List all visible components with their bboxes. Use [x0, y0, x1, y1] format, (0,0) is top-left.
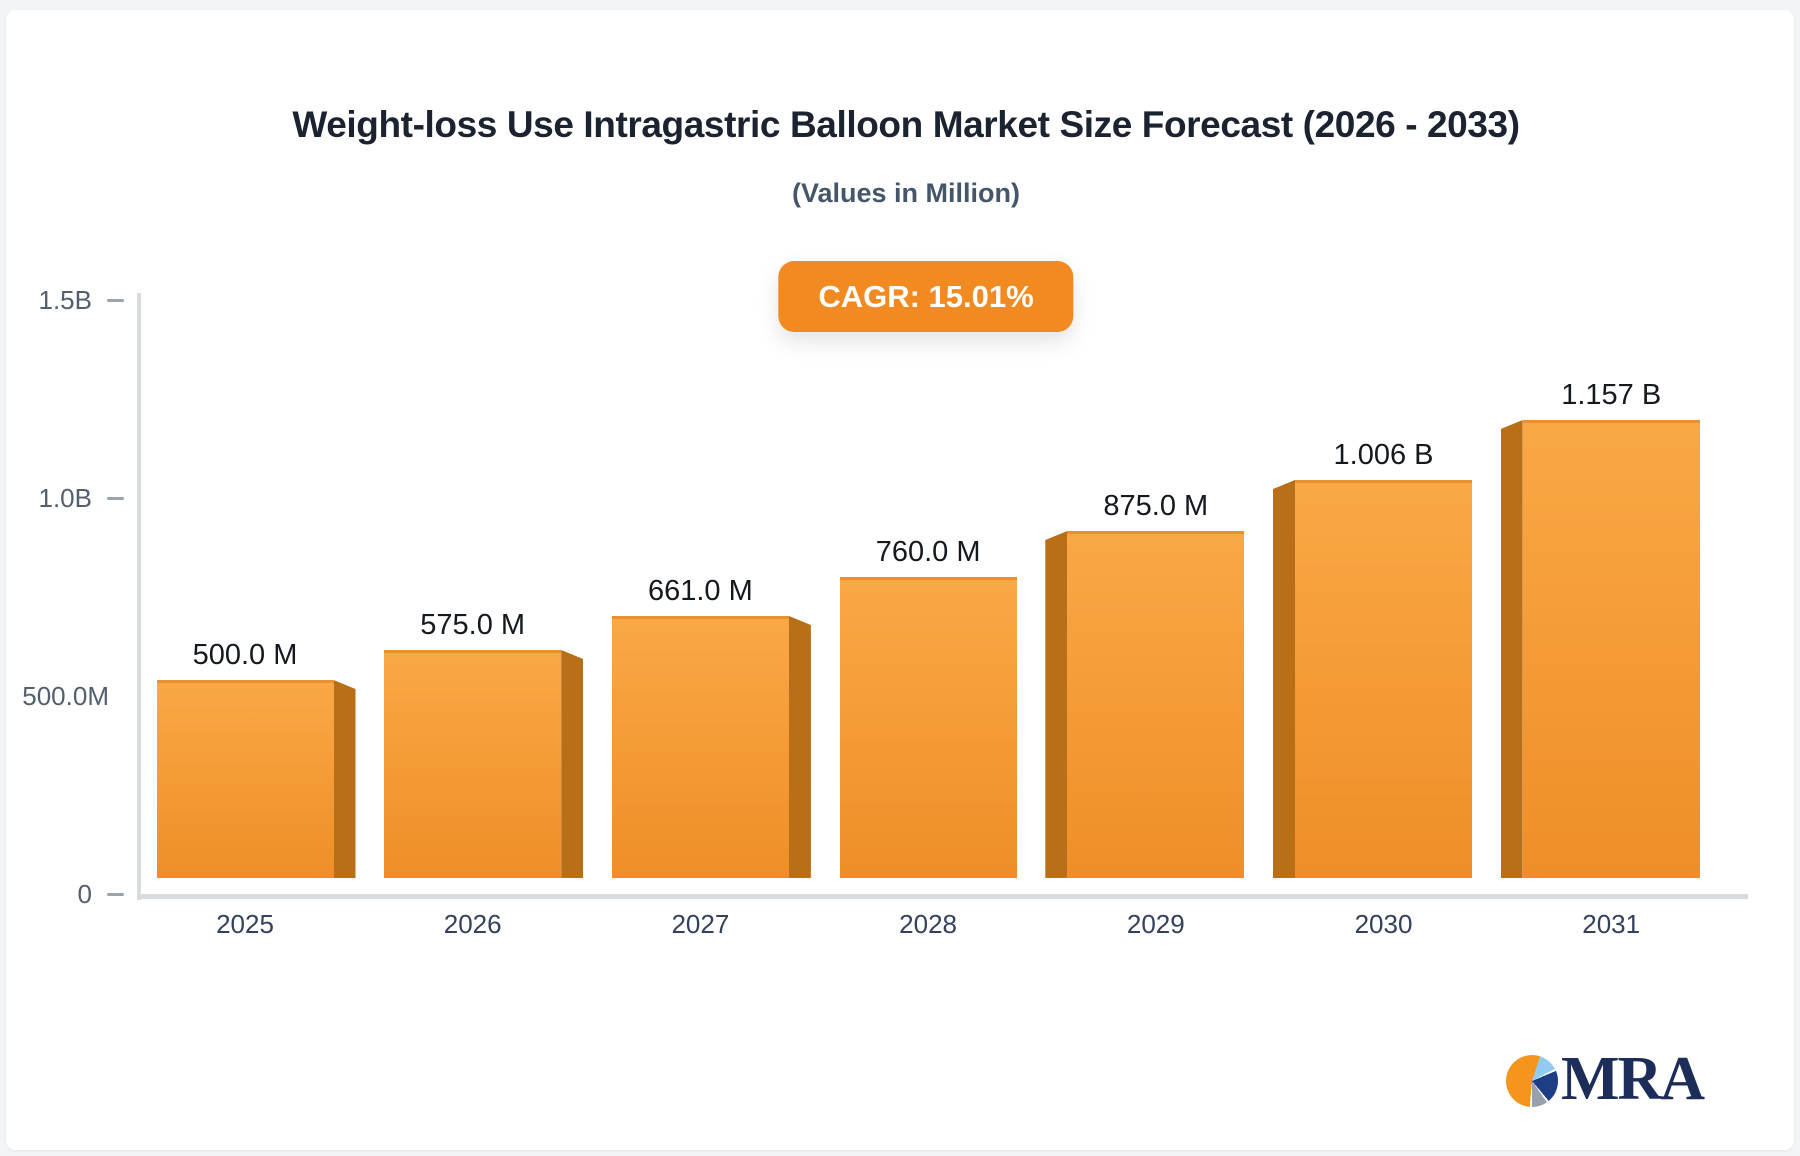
chart-card: Weight-loss Use Intragastric Balloon Mar…: [6, 10, 1794, 1150]
x-axis-label: 2025: [216, 909, 274, 939]
y-axis-tick: [107, 298, 124, 302]
bar-face: 1.157 B: [1522, 379, 1700, 878]
bar: 1.006 B: [1273, 439, 1472, 878]
x-axis-label: 2028: [899, 909, 958, 939]
bar-face: 1.006 B: [1295, 439, 1472, 878]
bar-value-label: 1.157 B: [1561, 379, 1662, 411]
bar-side-3d: [561, 650, 584, 878]
y-axis-label: 500.0M: [22, 680, 109, 711]
bar-side-3d: [333, 680, 356, 878]
x-axis-label: 2027: [671, 909, 730, 939]
bar-face: 500.0 M: [156, 639, 334, 878]
bar-value-label: 875.0 M: [1103, 490, 1209, 522]
x-axis-line: [137, 894, 1748, 899]
bar-value-label: 575.0 M: [420, 609, 526, 641]
y-axis-label: 0: [77, 878, 92, 909]
pie-chart-logo-icon: [1506, 1055, 1558, 1107]
y-axis-tick: [107, 496, 124, 500]
bar-face: 575.0 M: [384, 609, 562, 878]
bar-face: 661.0 M: [611, 575, 789, 878]
bar: 661.0 M: [611, 575, 811, 878]
bar: 500.0 M: [156, 639, 356, 878]
x-axis-label: 2026: [443, 909, 502, 939]
bar-side-3d: [788, 616, 811, 878]
cagr-badge: CAGR: 15.01%: [778, 261, 1074, 332]
x-axis-label: 2030: [1354, 909, 1413, 939]
y-axis-label: 1.5B: [38, 284, 93, 315]
y-axis-tick: [107, 892, 124, 896]
y-axis-row: 500.0M: [6, 680, 124, 712]
bar-side-3d: [1500, 420, 1523, 878]
logo-text: MRA: [1561, 1045, 1705, 1113]
bar-side-3d: [1273, 480, 1295, 878]
bar-face: 760.0 M: [839, 536, 1017, 878]
bar-value-label: 760.0 M: [875, 536, 981, 568]
bar: 575.0 M: [384, 609, 584, 878]
chart-subtitle: (Values in Million): [791, 178, 1021, 208]
y-axis-row: 1.5B: [6, 284, 124, 316]
bar: 760.0 M: [839, 536, 1017, 878]
x-axis-label: 2031: [1582, 909, 1641, 939]
bar: 875.0 M: [1045, 490, 1245, 878]
bar-value-label: 661.0 M: [647, 575, 753, 607]
y-axis-row: 1.0B: [6, 482, 124, 514]
chart-title: Weight-loss Use Intragastric Balloon Mar…: [292, 104, 1520, 145]
mra-logo: MRA: [1506, 1048, 1705, 1110]
y-axis-label: 1.0B: [38, 482, 93, 513]
bar-side-3d: [1045, 531, 1068, 878]
y-axis-line: [137, 293, 141, 900]
bar-face: 875.0 M: [1067, 490, 1245, 878]
y-axis-row: 0: [6, 878, 124, 910]
x-axis-label: 2029: [1126, 909, 1185, 939]
bar-value-label: 1.006 B: [1333, 439, 1434, 471]
bar-value-label: 500.0 M: [192, 639, 298, 671]
bar: 1.157 B: [1500, 379, 1700, 878]
